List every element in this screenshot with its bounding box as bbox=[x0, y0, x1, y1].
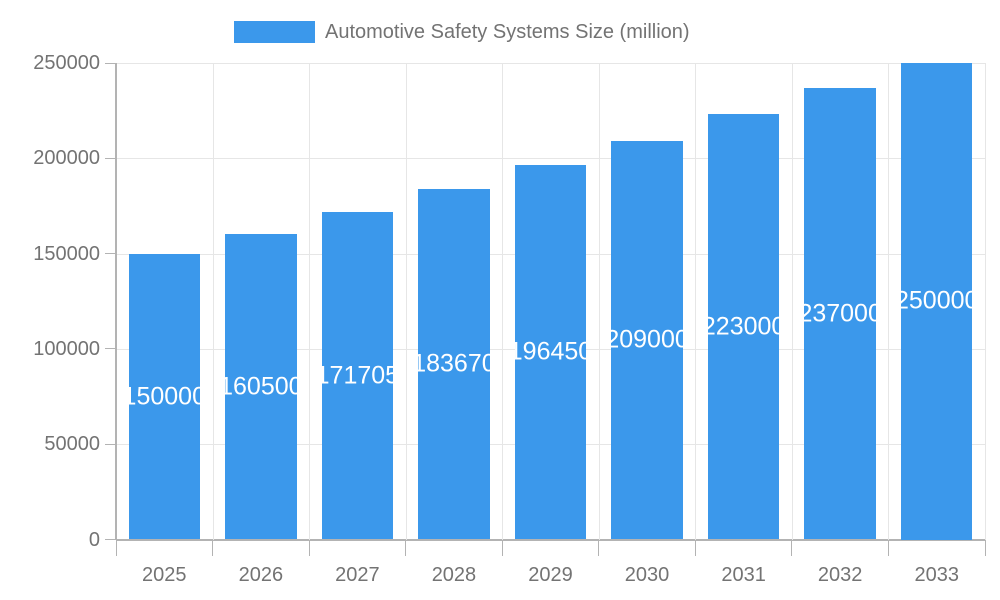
bar-2032[interactable]: 237000 bbox=[804, 87, 876, 540]
bar-2033[interactable]: 250000 bbox=[900, 63, 973, 540]
y-axis-tick bbox=[105, 62, 116, 64]
bar-value-label-2032: 237000 bbox=[804, 299, 876, 328]
x-tick-label-2026: 2026 bbox=[238, 564, 284, 586]
x-axis-tick bbox=[308, 539, 310, 556]
x-tick-label-2029: 2029 bbox=[528, 564, 573, 586]
y-tick-label-100000: 100000 bbox=[33, 337, 100, 360]
y-axis-tick bbox=[105, 157, 116, 159]
x-axis-tick bbox=[405, 539, 407, 556]
x-tick-label-2033: 2033 bbox=[914, 564, 959, 586]
h-gridline-250000 bbox=[116, 63, 985, 64]
x-tick-label-2027: 2027 bbox=[335, 564, 380, 586]
bar-value-label-2031: 223000 bbox=[707, 312, 780, 341]
x-axis-tick bbox=[791, 539, 793, 556]
y-tick-label-0: 0 bbox=[88, 528, 100, 551]
v-gridline-5 bbox=[598, 63, 600, 540]
y-axis-line bbox=[115, 63, 117, 540]
x-axis-tick bbox=[598, 539, 600, 556]
bar-value-label-2033: 250000 bbox=[900, 286, 973, 315]
x-tick-label-2028: 2028 bbox=[431, 564, 477, 586]
y-tick-label-50000: 50000 bbox=[44, 433, 100, 456]
x-tick-label-2032: 2032 bbox=[817, 564, 863, 586]
bar-2031[interactable]: 223000 bbox=[707, 114, 780, 540]
v-gridline-3 bbox=[405, 63, 407, 540]
y-axis-tick bbox=[105, 348, 116, 350]
x-tick-label-2030: 2030 bbox=[624, 564, 670, 586]
x-tick-label-2025: 2025 bbox=[142, 564, 187, 586]
v-gridline-2 bbox=[309, 63, 311, 540]
v-gridline-1 bbox=[212, 63, 214, 540]
x-axis-tick bbox=[212, 539, 214, 556]
x-axis-tick bbox=[887, 539, 889, 556]
bar-value-label-2027: 171705 bbox=[321, 361, 394, 390]
bar-value-label-2030: 209000 bbox=[611, 325, 683, 354]
y-tick-label-200000: 200000 bbox=[33, 147, 100, 170]
legend-swatch[interactable] bbox=[234, 21, 315, 43]
x-axis-line bbox=[116, 538, 985, 541]
x-axis-tick bbox=[694, 539, 696, 556]
x-axis-tick bbox=[115, 539, 117, 556]
v-gridline-9 bbox=[985, 63, 986, 540]
bar-2026[interactable]: 160500 bbox=[225, 233, 297, 540]
h-gridline-200000 bbox=[116, 158, 985, 160]
v-gridline-4 bbox=[502, 63, 504, 540]
bar-value-label-2029: 196450 bbox=[514, 337, 587, 366]
x-axis-tick bbox=[501, 539, 503, 556]
x-axis-tick bbox=[984, 539, 986, 556]
y-tick-label-250000: 250000 bbox=[33, 52, 100, 74]
y-tick-label-150000: 150000 bbox=[33, 242, 100, 265]
y-axis-tick bbox=[105, 443, 116, 445]
legend-label[interactable]: Automotive Safety Systems Size (million) bbox=[325, 21, 690, 43]
v-gridline-7 bbox=[791, 63, 793, 540]
bar-2027[interactable]: 171705 bbox=[321, 212, 394, 540]
x-tick-label-2031: 2031 bbox=[721, 564, 766, 586]
bar-value-label-2025: 150000 bbox=[128, 382, 201, 411]
v-gridline-8 bbox=[888, 63, 890, 540]
y-axis-tick bbox=[105, 539, 116, 540]
bar-2029[interactable]: 196450 bbox=[514, 165, 587, 540]
bar-2030[interactable]: 209000 bbox=[611, 141, 683, 540]
v-gridline-6 bbox=[695, 63, 697, 540]
bar-value-label-2026: 160500 bbox=[225, 372, 297, 401]
bar-2028[interactable]: 183670 bbox=[418, 189, 490, 540]
bar-2025[interactable]: 150000 bbox=[128, 253, 201, 540]
bar-value-label-2028: 183670 bbox=[418, 349, 490, 378]
y-axis-tick bbox=[105, 253, 116, 255]
